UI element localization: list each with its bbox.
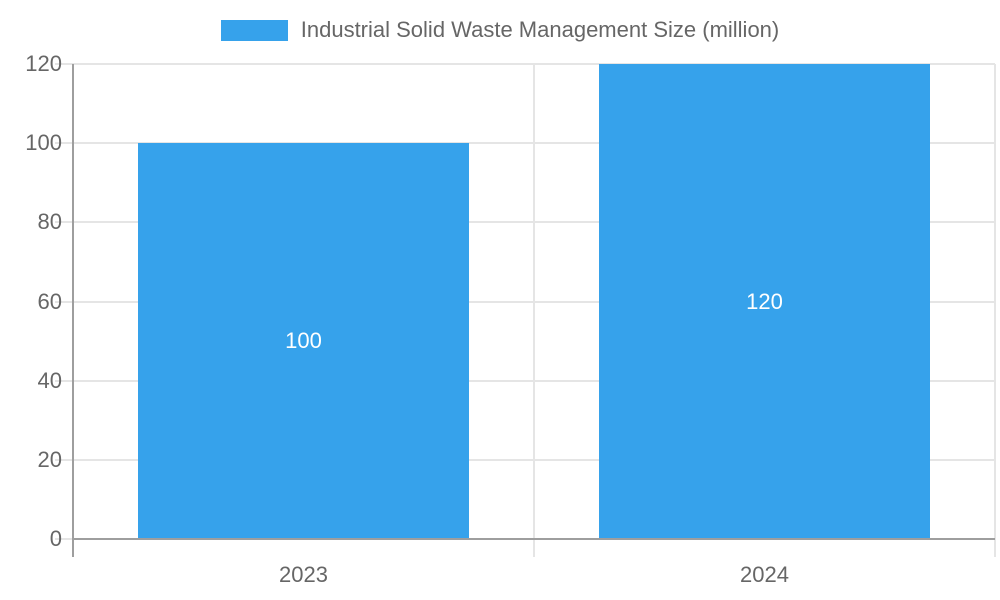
y-tick-mark-0 <box>55 538 73 540</box>
y-axis-tick-label: 120 <box>25 51 62 76</box>
gridline-x-1 <box>533 64 535 557</box>
bar-value-label-2024: 120 <box>746 288 783 314</box>
y-axis-tick-label: 0 <box>49 526 62 551</box>
legend-swatch-icon <box>220 19 288 41</box>
y-axis-tick-label: 40 <box>37 368 62 393</box>
bar-value-label-2023: 100 <box>285 328 322 353</box>
y-axis-tick-label: 80 <box>37 209 62 234</box>
y-tick-mark-60 <box>55 301 73 303</box>
y-axis-tick-label: 20 <box>37 447 62 472</box>
bar-2023[interactable]: 100 <box>138 143 469 539</box>
y-axis-tick-label: 60 <box>37 289 62 314</box>
y-tick-mark-40 <box>55 380 73 382</box>
legend-item[interactable]: Industrial Solid Waste Management Size (… <box>220 17 780 43</box>
x-axis-tick-label-2023: 2023 <box>279 562 328 587</box>
y-tick-mark-120 <box>55 63 73 65</box>
x-axis-line <box>73 538 995 540</box>
bar-2024[interactable]: 120 <box>599 64 930 539</box>
x-axis-tick-label-2024: 2024 <box>740 562 789 587</box>
y-tick-mark-80 <box>55 221 73 223</box>
y-tick-mark-100 <box>55 142 73 144</box>
y-axis-tick-label: 100 <box>25 130 62 155</box>
chart-legend: Industrial Solid Waste Management Size (… <box>0 17 1000 43</box>
y-axis-line <box>72 64 74 557</box>
gridline-x-2 <box>994 64 996 557</box>
y-tick-mark-20 <box>55 459 73 461</box>
legend-label: Industrial Solid Waste Management Size (… <box>300 17 780 42</box>
